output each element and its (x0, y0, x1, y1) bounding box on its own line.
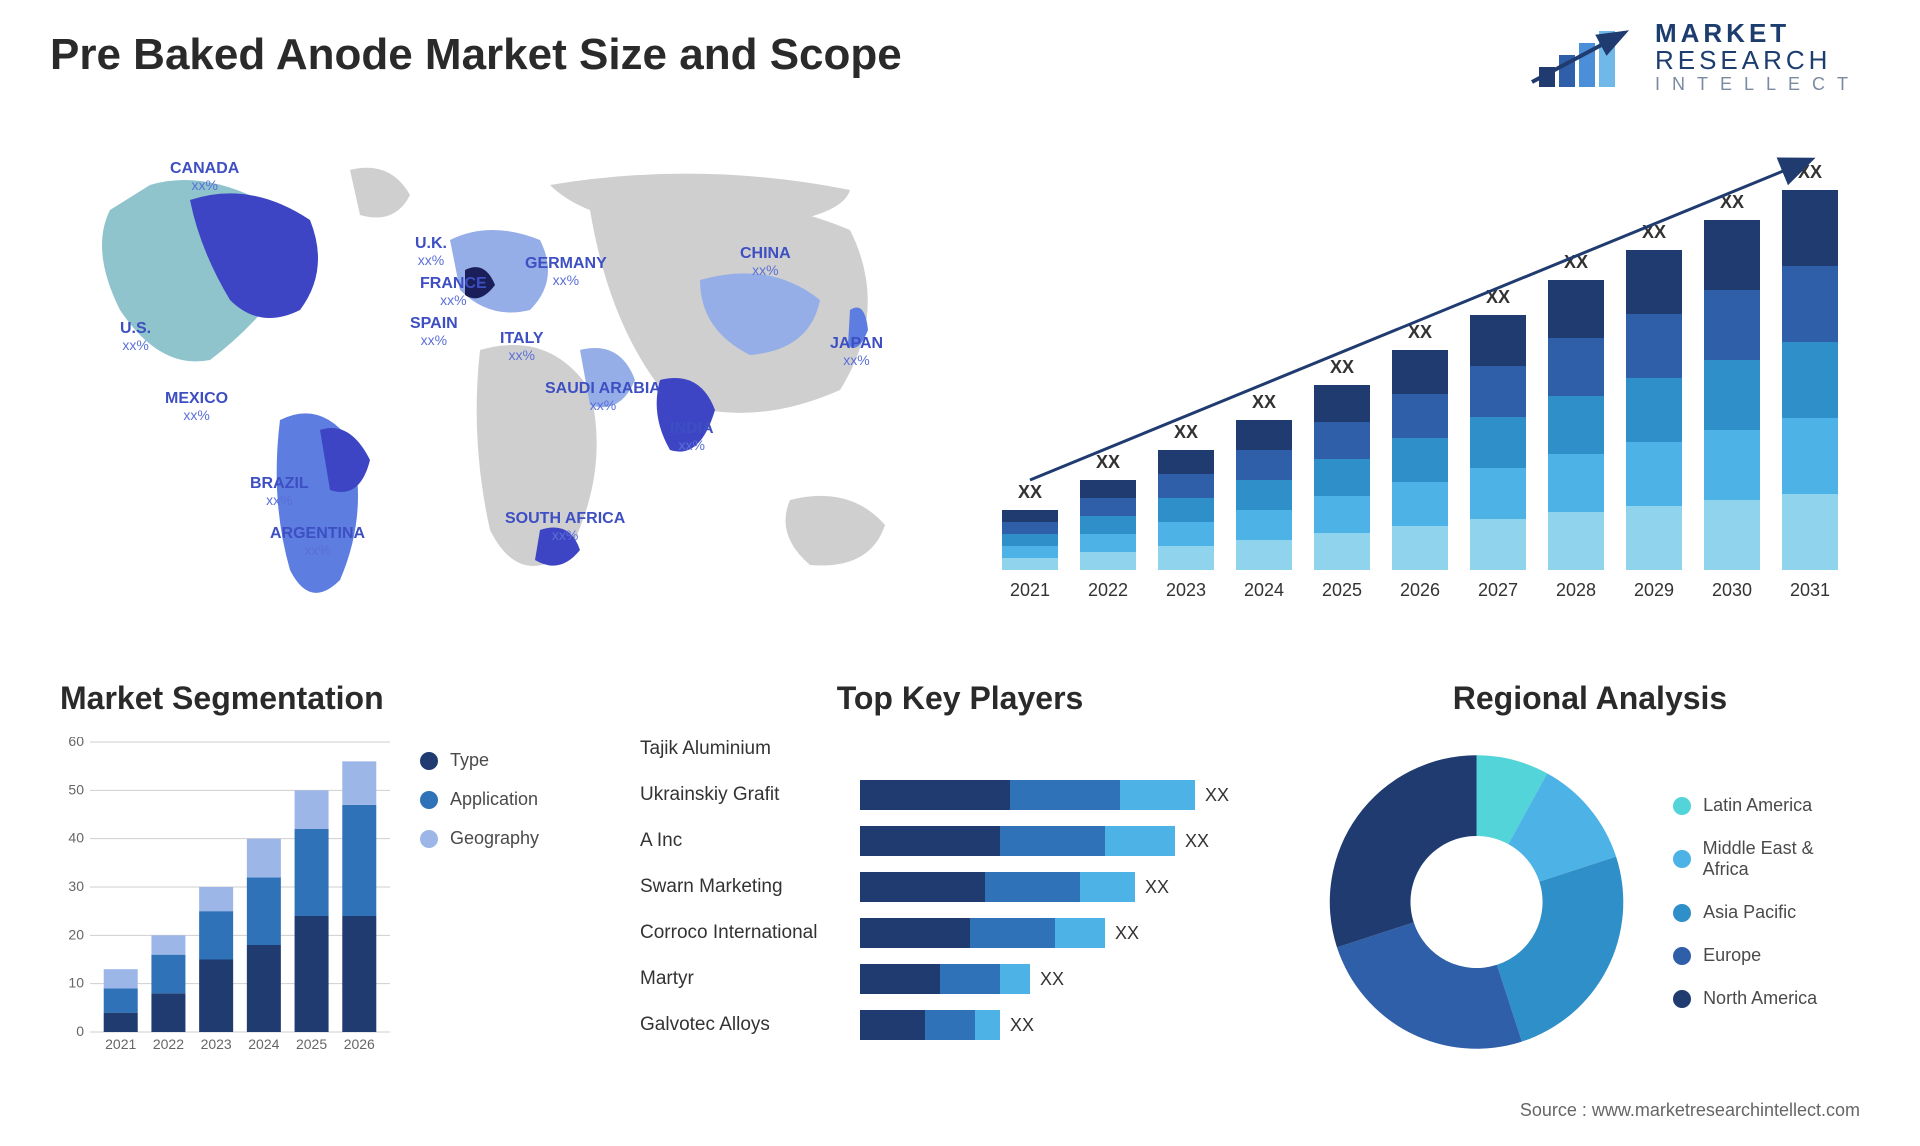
page-title: Pre Baked Anode Market Size and Scope (50, 30, 902, 80)
forecast-chart: XX2021XX2022XX2023XX2024XX2025XX2026XX20… (980, 130, 1860, 610)
player-bar (860, 964, 1030, 994)
map-label: CANADAxx% (170, 160, 239, 193)
map-label: U.S.xx% (120, 320, 151, 353)
legend-item: North America (1673, 988, 1860, 1009)
player-name: A Inc (640, 830, 850, 852)
svg-text:2028: 2028 (1556, 580, 1596, 600)
player-name: Martyr (640, 968, 850, 990)
legend-item: Latin America (1673, 795, 1860, 816)
logo-mark-icon (1527, 22, 1637, 92)
svg-text:2025: 2025 (296, 1036, 327, 1052)
player-value: XX (1040, 969, 1064, 990)
player-name: Swarn Marketing (640, 876, 850, 898)
legend-item: Geography (420, 828, 539, 849)
svg-text:2024: 2024 (1244, 580, 1284, 600)
svg-text:2027: 2027 (1478, 580, 1518, 600)
map-label: ARGENTINAxx% (270, 525, 365, 558)
segmentation-legend: Type Application Geography (420, 750, 539, 849)
key-players-chart: Tajik Aluminium Ukrainskiy Grafit XX A Inc X… (640, 732, 1280, 1042)
segmentation-title: Market Segmentation (60, 680, 600, 717)
player-value: XX (1145, 877, 1169, 898)
legend-item: Asia Pacific (1673, 902, 1860, 923)
player-value: XX (1010, 1015, 1034, 1036)
svg-text:XX: XX (1252, 392, 1276, 412)
regional-title: Regional Analysis (1320, 680, 1860, 717)
player-name: Galvotec Alloys (640, 1014, 850, 1036)
map-label: JAPANxx% (830, 335, 883, 368)
regional-donut (1320, 742, 1633, 1062)
player-name: Corroco International (640, 922, 850, 944)
player-value: XX (1115, 923, 1139, 944)
map-label: INDIAxx% (670, 420, 714, 453)
map-label: BRAZILxx% (250, 475, 309, 508)
svg-text:2023: 2023 (201, 1036, 232, 1052)
map-label: GERMANYxx% (525, 255, 607, 288)
svg-text:2022: 2022 (153, 1036, 184, 1052)
svg-text:20: 20 (68, 926, 84, 942)
svg-text:30: 30 (68, 878, 84, 894)
map-label: CHINAxx% (740, 245, 791, 278)
svg-text:2024: 2024 (248, 1036, 279, 1052)
svg-text:XX: XX (1018, 482, 1042, 502)
player-bar (860, 780, 1195, 810)
svg-text:2021: 2021 (1010, 580, 1050, 600)
logo-line2: RESEARCH (1655, 47, 1860, 74)
regional-legend: Latin America Middle East & Africa Asia Pa… (1673, 795, 1860, 1009)
logo-line1: MARKET (1655, 20, 1860, 47)
svg-text:2030: 2030 (1712, 580, 1752, 600)
brand-logo: MARKET RESEARCH INTELLECT (1527, 20, 1860, 93)
svg-text:2023: 2023 (1166, 580, 1206, 600)
svg-text:XX: XX (1096, 452, 1120, 472)
legend-item: Middle East & Africa (1673, 838, 1860, 880)
svg-text:0: 0 (76, 1023, 84, 1039)
regional-section: Regional Analysis Latin America Middle Ea… (1320, 680, 1860, 1062)
player-row: Galvotec Alloys XX (640, 1008, 1280, 1042)
svg-text:2025: 2025 (1322, 580, 1362, 600)
svg-text:XX: XX (1330, 357, 1354, 377)
player-name: Ukrainskiy Grafit (640, 784, 850, 806)
source-text: Source : www.marketresearchintellect.com (1520, 1100, 1860, 1121)
svg-text:XX: XX (1174, 422, 1198, 442)
map-label: MEXICOxx% (165, 390, 228, 423)
player-row: Ukrainskiy Grafit XX (640, 778, 1280, 812)
world-map: CANADAxx% U.S.xx% MEXICOxx% BRAZILxx% ARGENT… (50, 130, 930, 630)
legend-item: Europe (1673, 945, 1860, 966)
legend-item: Type (420, 750, 539, 771)
svg-text:2026: 2026 (1400, 580, 1440, 600)
segmentation-section: Market Segmentation 0 10 20 30 40 50 60 2021 202… (60, 680, 600, 1057)
player-bar (860, 826, 1175, 856)
svg-text:2021: 2021 (105, 1036, 136, 1052)
svg-text:10: 10 (68, 975, 84, 991)
player-row: Swarn Marketing XX (640, 870, 1280, 904)
key-players-section: Top Key Players Tajik Aluminium Ukrainski… (640, 680, 1280, 1042)
map-label: SPAINxx% (410, 315, 458, 348)
player-bar (860, 872, 1135, 902)
map-label: U.K.xx% (415, 235, 447, 268)
player-row: Tajik Aluminium (640, 732, 1280, 766)
player-row: Corroco International XX (640, 916, 1280, 950)
svg-text:60: 60 (68, 737, 84, 749)
map-label: ITALYxx% (500, 330, 544, 363)
player-bar (860, 918, 1105, 948)
svg-text:2029: 2029 (1634, 580, 1674, 600)
player-name: Tajik Aluminium (640, 738, 850, 760)
player-bar (860, 1010, 1000, 1040)
player-row: Martyr XX (640, 962, 1280, 996)
player-row: A Inc XX (640, 824, 1280, 858)
player-value: XX (1185, 831, 1209, 852)
map-label: FRANCExx% (420, 275, 487, 308)
key-players-title: Top Key Players (640, 680, 1280, 717)
svg-text:2031: 2031 (1790, 580, 1830, 600)
svg-text:40: 40 (68, 830, 84, 846)
player-value: XX (1205, 785, 1229, 806)
svg-text:2022: 2022 (1088, 580, 1128, 600)
logo-line3: INTELLECT (1655, 75, 1860, 94)
svg-text:2026: 2026 (344, 1036, 375, 1052)
map-label: SAUDI ARABIAxx% (545, 380, 661, 413)
map-label: SOUTH AFRICAxx% (505, 510, 625, 543)
segmentation-chart: 0 10 20 30 40 50 60 2021 2022 2023 2024 2025 2026 (60, 737, 390, 1057)
legend-item: Application (420, 789, 539, 810)
svg-text:50: 50 (68, 781, 84, 797)
